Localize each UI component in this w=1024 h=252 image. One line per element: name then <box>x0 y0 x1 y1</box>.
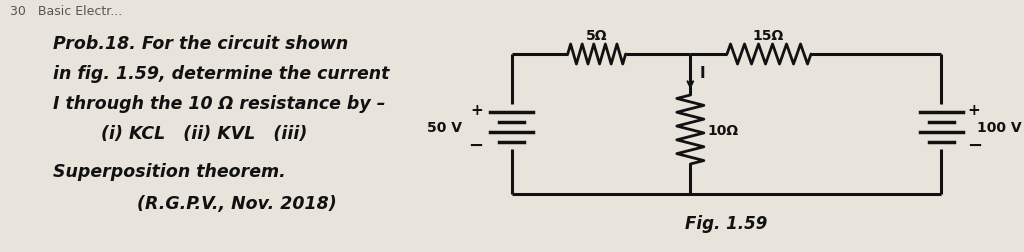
Text: Fig. 1.59: Fig. 1.59 <box>685 214 768 232</box>
Text: 50 V: 50 V <box>427 120 462 135</box>
Text: I: I <box>700 66 706 81</box>
Text: Prob.18. For the circuit shown: Prob.18. For the circuit shown <box>53 35 348 53</box>
Text: 15Ω: 15Ω <box>753 29 784 43</box>
Text: 100 V: 100 V <box>977 120 1022 135</box>
Text: +: + <box>968 102 980 117</box>
Text: 10Ω: 10Ω <box>708 123 739 137</box>
Text: Superposition theorem.: Superposition theorem. <box>53 162 286 180</box>
Text: −: − <box>468 137 482 154</box>
Text: (R.G.P.V., Nov. 2018): (R.G.P.V., Nov. 2018) <box>53 194 337 212</box>
Text: −: − <box>968 137 983 154</box>
Text: +: + <box>470 102 482 117</box>
Text: 30   Basic Electr...: 30 Basic Electr... <box>9 5 122 18</box>
Text: (i) KCL   (ii) KVL   (iii): (i) KCL (ii) KVL (iii) <box>53 124 307 142</box>
Text: in fig. 1.59, determine the current: in fig. 1.59, determine the current <box>53 65 389 83</box>
Text: 5Ω: 5Ω <box>586 29 607 43</box>
Text: I through the 10 Ω resistance by –: I through the 10 Ω resistance by – <box>53 94 386 113</box>
